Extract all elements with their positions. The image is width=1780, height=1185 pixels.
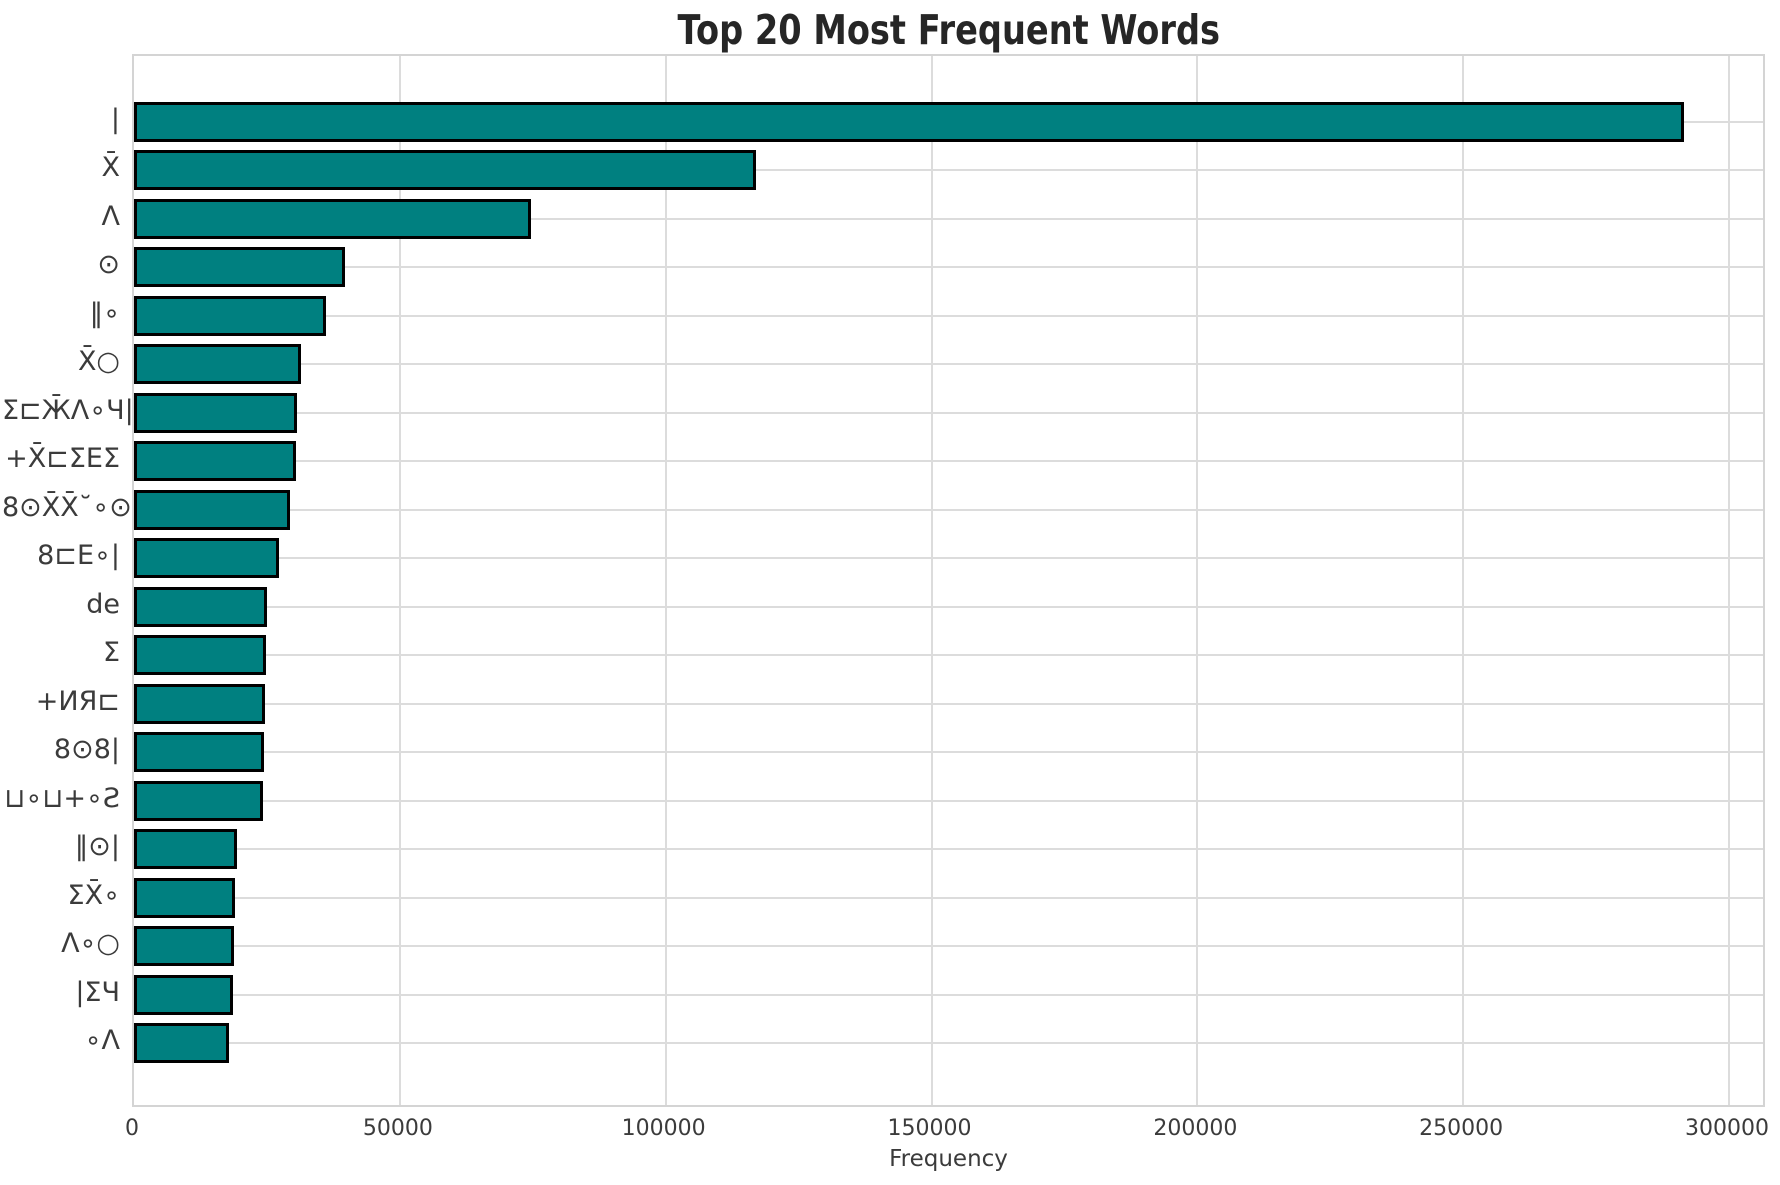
bar <box>134 586 267 627</box>
y-gridline <box>134 848 1763 850</box>
y-gridline <box>134 945 1763 947</box>
bar <box>134 877 236 918</box>
bar <box>134 392 298 433</box>
bar <box>134 974 234 1015</box>
y-gridline <box>134 460 1763 462</box>
bar <box>134 780 264 821</box>
y-tick-label: 8⊙8| <box>53 734 120 765</box>
bar <box>134 538 279 578</box>
y-tick-label: 8⊙X̄X̄˘∘⊙ <box>2 491 132 523</box>
bar <box>134 732 264 772</box>
x-axis-title: Frequency <box>889 1146 1008 1172</box>
x-tick-label: 0 <box>125 1116 139 1141</box>
y-tick-label: ‖⊙| <box>74 831 120 862</box>
bar <box>134 198 531 239</box>
y-tick-label: ∘Λ <box>84 1025 120 1056</box>
bar <box>134 829 238 869</box>
y-tick-label: ⊔∘⊔+∘Ƨ <box>4 782 120 814</box>
x-tick-label: 100000 <box>621 1116 706 1141</box>
y-tick-label: Λ <box>101 200 120 232</box>
y-tick-label: ‖∘ <box>89 297 120 329</box>
y-gridline <box>134 411 1763 414</box>
chart-title: Top 20 Most Frequent Words <box>132 6 1765 54</box>
bar <box>134 295 326 336</box>
bar <box>134 101 1684 142</box>
bar <box>134 1023 229 1063</box>
x-tick-label: 250000 <box>1419 1116 1504 1141</box>
bar <box>134 635 266 675</box>
bar <box>134 441 296 481</box>
y-tick-label: Σ <box>102 637 120 668</box>
y-gridline <box>134 751 1763 753</box>
x-tick-label: 150000 <box>887 1116 972 1141</box>
y-gridline <box>134 654 1763 656</box>
y-gridline <box>134 217 1763 220</box>
y-tick-label: X̄ <box>101 152 121 183</box>
x-tick-label: 200000 <box>1153 1116 1238 1141</box>
x-tick-label: 50000 <box>362 1116 433 1141</box>
y-tick-label: +ИЯ⊏ <box>35 685 120 717</box>
x-gridline <box>930 56 933 1105</box>
y-tick-label: | <box>110 103 120 135</box>
bar <box>134 344 301 384</box>
x-gridline <box>1462 56 1465 1105</box>
bar <box>134 247 346 287</box>
y-tick-label: |ΣЧ <box>75 976 120 1008</box>
x-gridline <box>664 56 667 1105</box>
y-gridline <box>134 702 1763 705</box>
chart-title-text: Top 20 Most Frequent Words <box>677 6 1220 54</box>
x-gridline <box>1728 56 1730 1105</box>
bar <box>134 926 234 966</box>
y-gridline <box>134 1042 1763 1044</box>
x-gridline <box>398 56 401 1105</box>
y-gridline <box>134 993 1763 996</box>
y-tick-label: X̄○ <box>77 346 120 377</box>
bar <box>134 489 291 530</box>
y-tick-label: ΣX̄∘ <box>67 879 120 911</box>
y-gridline <box>134 896 1763 899</box>
y-gridline <box>134 557 1763 559</box>
x-tick-label: 300000 <box>1685 1116 1769 1141</box>
bar <box>134 150 757 190</box>
bar <box>134 683 265 724</box>
y-tick-label: ⊙ <box>97 249 120 280</box>
y-gridline <box>134 799 1763 802</box>
y-tick-label: Λ∘○ <box>61 928 120 959</box>
y-tick-label: +X̄⊏ΣEΣ <box>5 443 120 474</box>
y-tick-label: Σ⊏Ж̄Λ∘Ч| <box>2 394 134 426</box>
y-tick-label: 8⊏E∘| <box>37 540 120 571</box>
y-gridline <box>134 605 1763 608</box>
y-tick-label: de <box>86 588 120 620</box>
y-gridline <box>134 363 1763 365</box>
y-gridline <box>134 266 1763 268</box>
x-gridline <box>1196 56 1199 1105</box>
y-gridline <box>134 169 1763 171</box>
y-gridline <box>134 508 1763 511</box>
plot-area <box>132 54 1765 1107</box>
y-gridline <box>134 314 1763 317</box>
